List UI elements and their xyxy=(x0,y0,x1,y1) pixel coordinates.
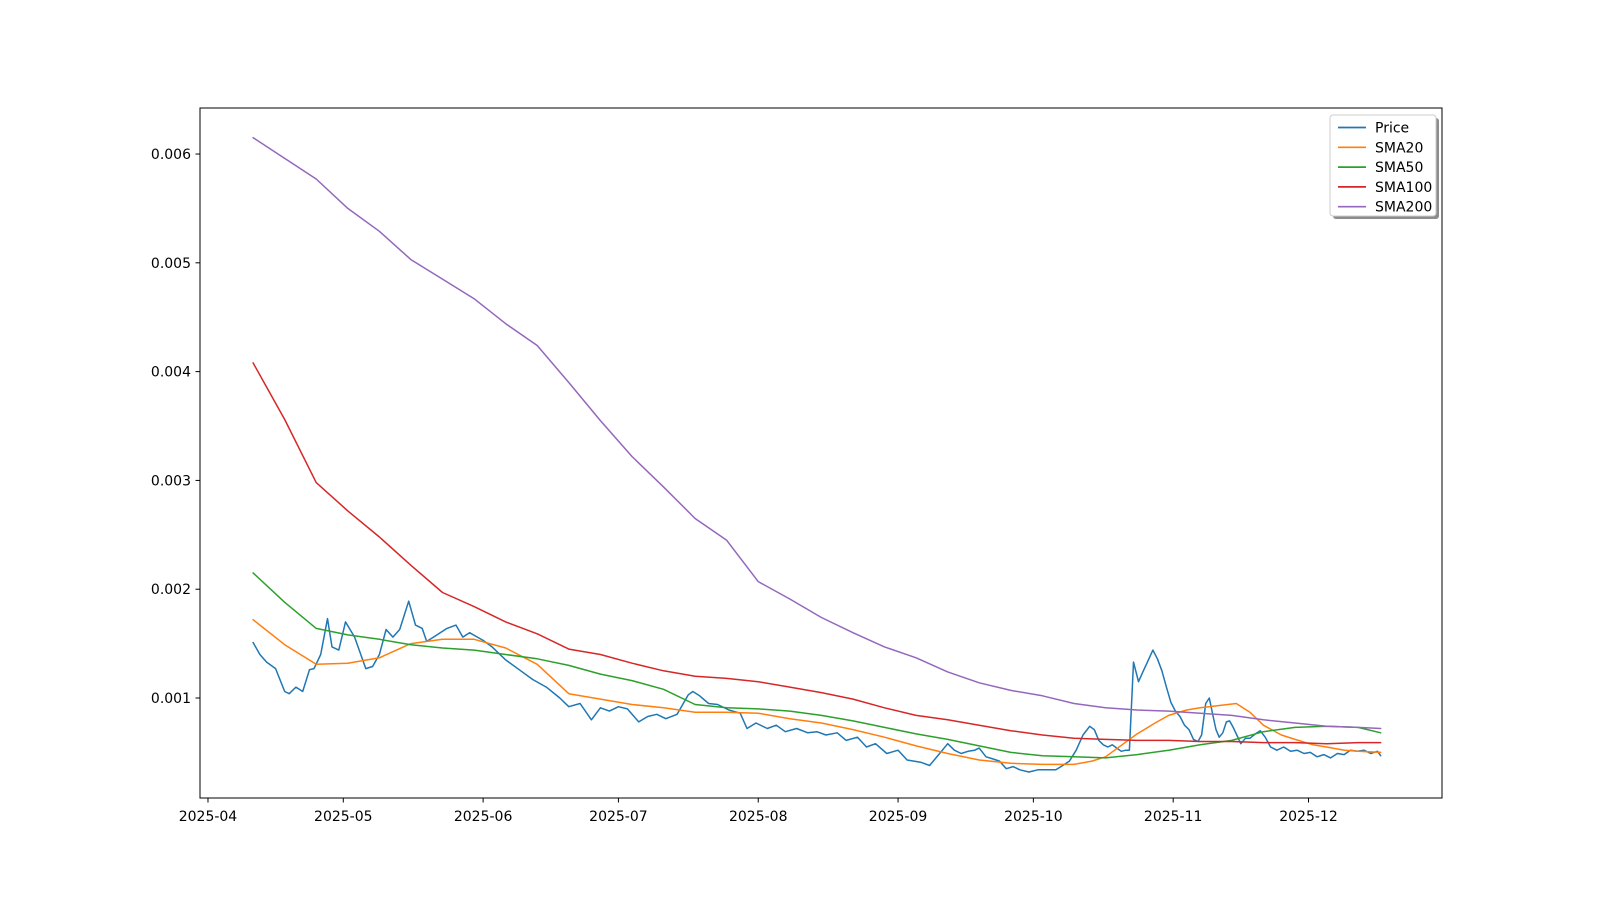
y-tick-label: 0.001 xyxy=(151,691,191,707)
axes-spines xyxy=(199,107,1443,799)
legend-box xyxy=(1329,114,1437,217)
y-tick-label: 0.003 xyxy=(151,473,191,489)
x-tick-label: 2025-08 xyxy=(729,809,788,825)
series-line-sma50 xyxy=(252,572,1382,759)
legend-label-sma100: SMA100 xyxy=(1375,180,1432,196)
x-tick-label: 2025-07 xyxy=(589,809,648,825)
series-line-sma100 xyxy=(252,362,1382,745)
y-tick-label: 0.006 xyxy=(151,147,191,163)
y-tick-label: 0.002 xyxy=(151,582,191,598)
x-tick-label: 2025-12 xyxy=(1279,809,1338,825)
legend-label-price: Price xyxy=(1375,121,1409,137)
legend-label-sma20: SMA20 xyxy=(1375,140,1423,156)
x-tick-label: 2025-06 xyxy=(454,809,513,825)
series-line-price xyxy=(252,600,1382,773)
x-tick-label: 2025-11 xyxy=(1144,809,1203,825)
x-tick-label: 2025-05 xyxy=(314,809,373,825)
y-tick-label: 0.004 xyxy=(151,365,191,381)
legend-label-sma50: SMA50 xyxy=(1375,160,1423,176)
x-tick-label: 2025-04 xyxy=(179,809,238,825)
legend-label-sma200: SMA200 xyxy=(1375,200,1432,216)
series-line-sma200 xyxy=(252,136,1382,730)
y-tick-label: 0.005 xyxy=(151,256,191,272)
x-tick-label: 2025-10 xyxy=(1004,809,1063,825)
x-tick-label: 2025-09 xyxy=(869,809,928,825)
